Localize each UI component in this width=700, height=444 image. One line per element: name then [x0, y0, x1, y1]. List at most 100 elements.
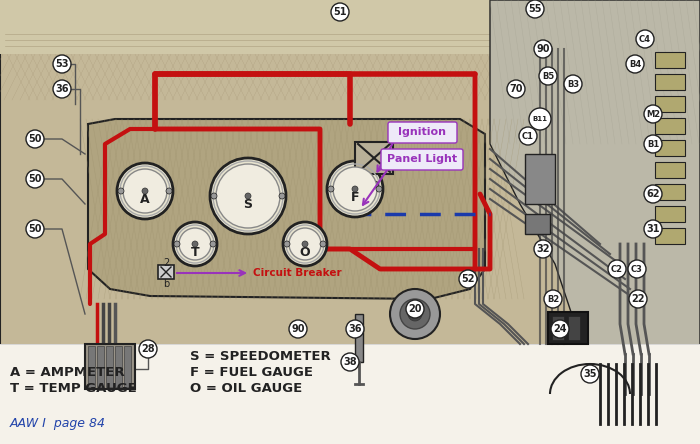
Text: C4: C4: [639, 35, 651, 44]
Polygon shape: [0, 0, 650, 439]
Circle shape: [636, 30, 654, 48]
Circle shape: [328, 186, 334, 192]
Circle shape: [283, 222, 327, 266]
Text: 51: 51: [333, 7, 346, 17]
Bar: [655, 74, 685, 90]
Bar: [655, 52, 685, 68]
Text: A = AMPMETER: A = AMPMETER: [10, 365, 125, 378]
Circle shape: [341, 353, 359, 371]
Text: Panel Light: Panel Light: [387, 154, 457, 164]
Text: M2: M2: [646, 110, 660, 119]
Text: 50: 50: [28, 224, 42, 234]
Circle shape: [53, 55, 71, 73]
Circle shape: [529, 108, 551, 130]
Text: F = FUEL GAUGE: F = FUEL GAUGE: [190, 365, 313, 378]
Text: 90: 90: [291, 324, 304, 334]
Bar: [97, 346, 104, 387]
Circle shape: [26, 170, 44, 188]
Circle shape: [26, 220, 44, 238]
Circle shape: [216, 164, 280, 228]
Bar: [0, 344, 700, 444]
Bar: [124, 346, 131, 387]
Bar: [655, 184, 685, 200]
Bar: [85, 344, 135, 389]
Circle shape: [628, 260, 646, 278]
Circle shape: [320, 241, 326, 247]
Circle shape: [179, 228, 211, 260]
Circle shape: [644, 220, 662, 238]
Text: 2: 2: [163, 258, 169, 268]
Text: T: T: [190, 246, 199, 258]
Circle shape: [139, 340, 157, 358]
Text: 32: 32: [536, 244, 550, 254]
Circle shape: [211, 193, 217, 199]
Circle shape: [210, 158, 286, 234]
Circle shape: [142, 188, 148, 194]
Bar: [0, 0, 560, 54]
Text: A: A: [140, 193, 150, 206]
Circle shape: [408, 307, 422, 321]
Text: 28: 28: [141, 344, 155, 354]
Text: 36: 36: [349, 324, 362, 334]
Text: 50: 50: [28, 134, 42, 144]
Bar: [115, 346, 122, 387]
Circle shape: [352, 186, 358, 192]
Circle shape: [173, 222, 217, 266]
Bar: [548, 312, 588, 344]
Circle shape: [166, 188, 172, 194]
Circle shape: [551, 320, 569, 338]
Circle shape: [289, 228, 321, 260]
Text: C3: C3: [631, 265, 643, 274]
Bar: [525, 214, 550, 234]
Circle shape: [284, 241, 290, 247]
Text: 38: 38: [343, 357, 357, 367]
Circle shape: [210, 241, 216, 247]
Circle shape: [279, 193, 285, 199]
Circle shape: [519, 127, 537, 145]
Circle shape: [406, 300, 424, 318]
Circle shape: [644, 105, 662, 123]
Circle shape: [400, 299, 430, 329]
Circle shape: [390, 289, 440, 339]
Text: B5: B5: [542, 71, 554, 80]
Bar: [655, 118, 685, 134]
Text: C1: C1: [522, 131, 534, 140]
Circle shape: [302, 241, 308, 247]
Circle shape: [608, 260, 626, 278]
Circle shape: [644, 135, 662, 153]
Circle shape: [526, 0, 544, 18]
Circle shape: [539, 67, 557, 85]
Text: b: b: [163, 279, 169, 289]
Text: 55: 55: [528, 4, 542, 14]
Bar: [355, 314, 363, 362]
Text: 22: 22: [631, 294, 645, 304]
Circle shape: [544, 290, 562, 308]
Text: Ignition: Ignition: [398, 127, 446, 137]
Bar: [655, 162, 685, 178]
Bar: [355, 142, 393, 174]
Text: F: F: [351, 190, 359, 203]
Text: 35: 35: [583, 369, 596, 379]
Bar: [552, 316, 564, 340]
Text: O: O: [300, 246, 310, 258]
Text: T = TEMP GAUGE: T = TEMP GAUGE: [10, 382, 136, 396]
Circle shape: [174, 241, 180, 247]
Circle shape: [376, 186, 382, 192]
Circle shape: [534, 240, 552, 258]
Text: 31: 31: [646, 224, 659, 234]
Bar: [106, 346, 113, 387]
Text: 53: 53: [55, 59, 69, 69]
Circle shape: [564, 75, 582, 93]
Text: 36: 36: [55, 84, 69, 94]
Circle shape: [629, 290, 647, 308]
Bar: [88, 346, 95, 387]
Text: 90: 90: [536, 44, 550, 54]
Circle shape: [346, 320, 364, 338]
Text: B2: B2: [547, 294, 559, 304]
Bar: [655, 96, 685, 112]
Text: 50: 50: [28, 174, 42, 184]
Circle shape: [459, 270, 477, 288]
Text: 20: 20: [408, 304, 421, 314]
Bar: [525, 154, 555, 204]
Circle shape: [117, 163, 173, 219]
